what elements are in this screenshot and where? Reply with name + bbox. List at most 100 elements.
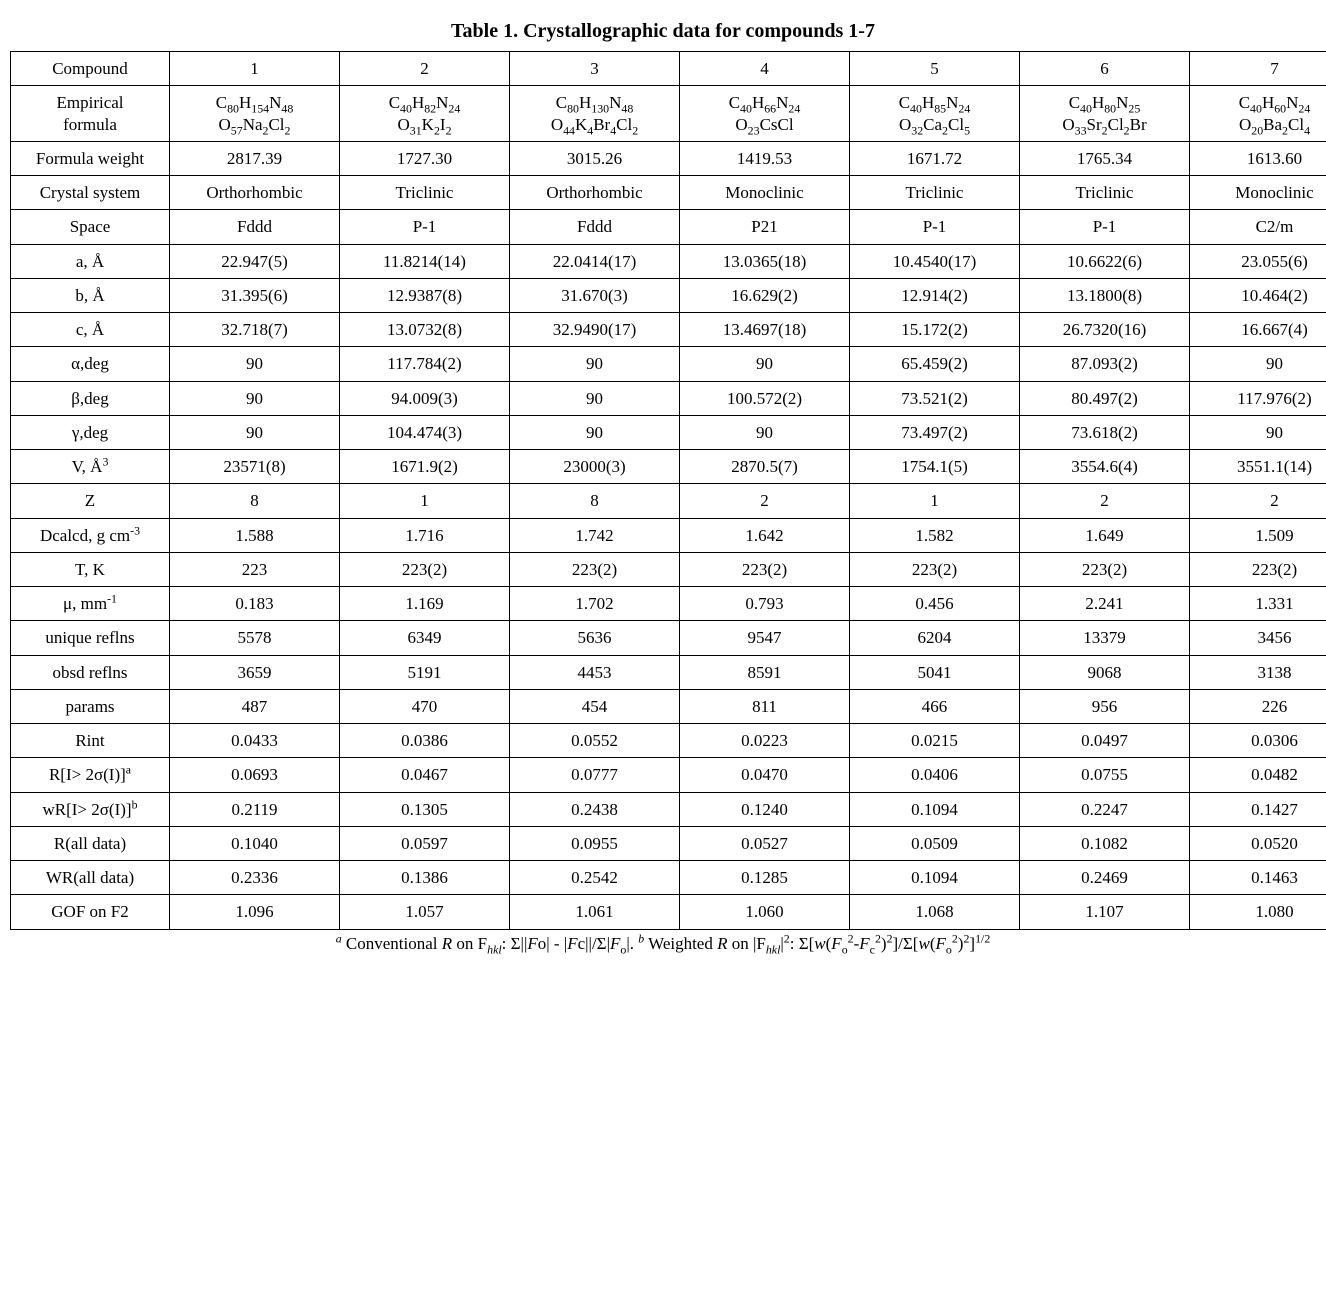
column-header: 6 — [1020, 52, 1190, 86]
cell: 8591 — [680, 655, 850, 689]
cell: 223(2) — [1190, 552, 1326, 586]
cell: 0.1082 — [1020, 826, 1190, 860]
column-header: 1 — [170, 52, 340, 86]
table-row: WR(all data)0.23360.13860.25420.12850.10… — [11, 861, 1326, 895]
cell: 1.702 — [510, 587, 680, 621]
cell: C40H60N24O20Ba2Cl4 — [1190, 86, 1326, 142]
cell: 1.649 — [1020, 518, 1190, 552]
cell: 90 — [1190, 347, 1326, 381]
cell: 90 — [170, 381, 340, 415]
cell: 2 — [680, 484, 850, 518]
cell: 10.464(2) — [1190, 278, 1326, 312]
table-row: GOF on F21.0961.0571.0611.0601.0681.1071… — [11, 895, 1326, 929]
cell: C40H85N24O32Ca2Cl5 — [850, 86, 1020, 142]
cell: Fddd — [510, 210, 680, 244]
crystallographic-data-table: Compound1234567EmpiricalformulaC80H154N4… — [10, 51, 1326, 930]
cell: 1.588 — [170, 518, 340, 552]
table-row: β,deg9094.009(3)90100.572(2)73.521(2)80.… — [11, 381, 1326, 415]
cell: 223 — [170, 552, 340, 586]
cell: 223(2) — [680, 552, 850, 586]
row-label: R[I> 2σ(I)]a — [11, 758, 170, 792]
cell: 31.395(6) — [170, 278, 340, 312]
cell: 454 — [510, 689, 680, 723]
cell: 1.642 — [680, 518, 850, 552]
cell: 1.061 — [510, 895, 680, 929]
cell: 0.2119 — [170, 792, 340, 826]
cell: 1.057 — [340, 895, 510, 929]
cell: 26.7320(16) — [1020, 313, 1190, 347]
cell: 1.716 — [340, 518, 510, 552]
row-label: GOF on F2 — [11, 895, 170, 929]
table-row: μ, mm-10.1831.1691.7020.7930.4562.2411.3… — [11, 587, 1326, 621]
cell: 0.0215 — [850, 724, 1020, 758]
row-label: γ,deg — [11, 415, 170, 449]
cell: 0.1040 — [170, 826, 340, 860]
cell: 90 — [1190, 415, 1326, 449]
column-header: 5 — [850, 52, 1020, 86]
cell: 0.1427 — [1190, 792, 1326, 826]
table-title: Table 1. Crystallographic data for compo… — [10, 20, 1316, 43]
row-label: a, Å — [11, 244, 170, 278]
table-row: γ,deg90104.474(3)909073.497(2)73.618(2)9… — [11, 415, 1326, 449]
cell: 223(2) — [850, 552, 1020, 586]
cell: 90 — [510, 381, 680, 415]
cell: P-1 — [340, 210, 510, 244]
table-row: Z8182122 — [11, 484, 1326, 518]
cell: 0.0470 — [680, 758, 850, 792]
table-row: R[I> 2σ(I)]a0.06930.04670.07770.04700.04… — [11, 758, 1326, 792]
table-row: V, Å323571(8)1671.9(2)23000(3)2870.5(7)1… — [11, 450, 1326, 484]
row-label: Empiricalformula — [11, 86, 170, 142]
cell: C80H130N48O44K4Br4Cl2 — [510, 86, 680, 142]
cell: 13379 — [1020, 621, 1190, 655]
cell: P-1 — [1020, 210, 1190, 244]
table-row: Dcalcd, g cm-31.5881.7161.7421.6421.5821… — [11, 518, 1326, 552]
cell: 5578 — [170, 621, 340, 655]
cell: 0.2469 — [1020, 861, 1190, 895]
cell: 13.4697(18) — [680, 313, 850, 347]
row-label: μ, mm-1 — [11, 587, 170, 621]
cell: 0.0386 — [340, 724, 510, 758]
cell: C40H80N25O33Sr2Cl2Br — [1020, 86, 1190, 142]
cell: 0.793 — [680, 587, 850, 621]
cell: C80H154N48O57Na2Cl2 — [170, 86, 340, 142]
cell: Orthorhombic — [170, 176, 340, 210]
cell: 1.068 — [850, 895, 1020, 929]
cell: 6349 — [340, 621, 510, 655]
cell: 1671.72 — [850, 141, 1020, 175]
table-row: Rint0.04330.03860.05520.02230.02150.0497… — [11, 724, 1326, 758]
cell: 90 — [510, 347, 680, 381]
cell: 3551.1(14) — [1190, 450, 1326, 484]
cell: 3659 — [170, 655, 340, 689]
column-header: 2 — [340, 52, 510, 86]
cell: 22.0414(17) — [510, 244, 680, 278]
cell: Triclinic — [1020, 176, 1190, 210]
cell: 90 — [680, 415, 850, 449]
cell: 13.0732(8) — [340, 313, 510, 347]
cell: 2870.5(7) — [680, 450, 850, 484]
table-header-row: Compound1234567 — [11, 52, 1326, 86]
cell: 2817.39 — [170, 141, 340, 175]
cell: 23000(3) — [510, 450, 680, 484]
row-label: unique reflns — [11, 621, 170, 655]
cell: 226 — [1190, 689, 1326, 723]
table-row: Crystal systemOrthorhombicTriclinicOrtho… — [11, 176, 1326, 210]
cell: 32.718(7) — [170, 313, 340, 347]
cell: 0.1094 — [850, 861, 1020, 895]
row-label: WR(all data) — [11, 861, 170, 895]
cell: 1.080 — [1190, 895, 1326, 929]
cell: 1.331 — [1190, 587, 1326, 621]
cell: 1754.1(5) — [850, 450, 1020, 484]
cell: 223(2) — [340, 552, 510, 586]
cell: 6204 — [850, 621, 1020, 655]
cell: Orthorhombic — [510, 176, 680, 210]
row-label: params — [11, 689, 170, 723]
row-label: V, Å3 — [11, 450, 170, 484]
row-label: β,deg — [11, 381, 170, 415]
cell: 3138 — [1190, 655, 1326, 689]
cell: 22.947(5) — [170, 244, 340, 278]
cell: 16.667(4) — [1190, 313, 1326, 347]
cell: 10.4540(17) — [850, 244, 1020, 278]
table-row: T, K223223(2)223(2)223(2)223(2)223(2)223… — [11, 552, 1326, 586]
cell: 1727.30 — [340, 141, 510, 175]
row-label: α,deg — [11, 347, 170, 381]
